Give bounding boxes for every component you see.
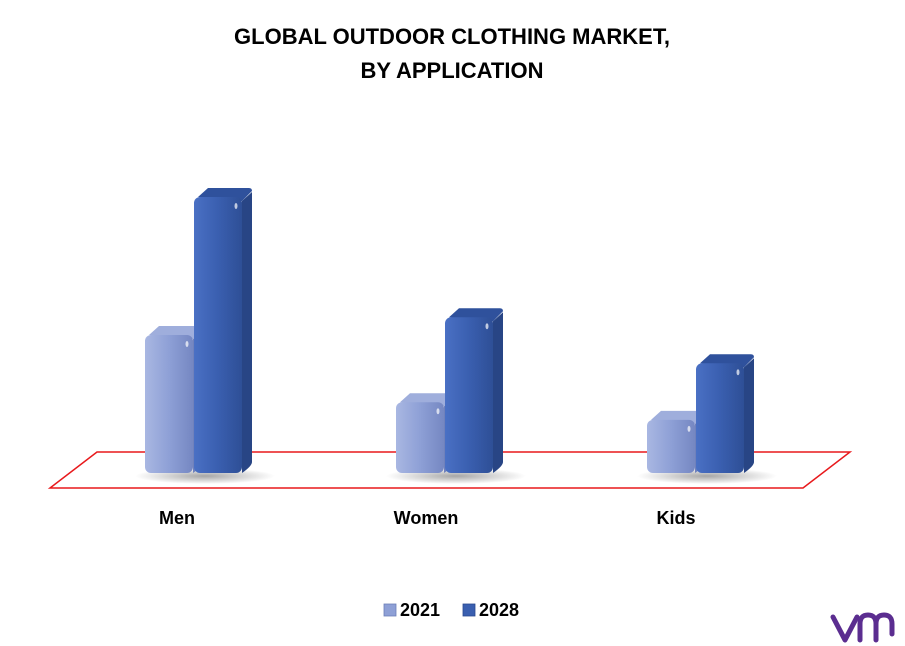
bar-kids-2028 <box>696 354 754 473</box>
chart-floor <box>47 451 853 489</box>
bar-highlight-men-2021 <box>185 341 189 347</box>
legend: 2021 2028 <box>383 600 519 620</box>
bar-highlight-kids-2028 <box>736 369 740 376</box>
bar-highlight-kids-2021 <box>687 425 691 432</box>
chart-title-line-2: BY APPLICATION <box>361 58 544 83</box>
bar-side-men-2028 <box>242 192 252 473</box>
category-label-kids: Kids <box>656 508 695 528</box>
bar-front-kids-2028 <box>696 363 744 473</box>
bar-women-2028 <box>445 308 503 473</box>
bar-front-men-2028 <box>194 197 242 473</box>
bar-side-women-2028 <box>493 312 503 473</box>
legend-label-2028: 2028 <box>479 600 519 620</box>
bars-layer <box>135 188 777 484</box>
bar-highlight-women-2021 <box>436 408 440 415</box>
bar-highlight-men-2028 <box>234 203 238 209</box>
category-label-women: Women <box>394 508 459 528</box>
vmr-logo <box>830 612 895 643</box>
legend-swatch-2021 <box>383 603 397 617</box>
chart-title-line-1: GLOBAL OUTDOOR CLOTHING MARKET, <box>234 24 670 49</box>
bar-men-2028 <box>194 188 252 473</box>
bar-side-kids-2028 <box>744 358 754 473</box>
bar-front-kids-2021 <box>647 419 695 473</box>
legend-label-2021: 2021 <box>400 600 440 620</box>
bar-front-men-2021 <box>145 335 193 473</box>
bar-front-women-2021 <box>396 402 444 473</box>
category-label-men: Men <box>159 508 195 528</box>
legend-swatch-2028 <box>462 603 476 617</box>
bar-highlight-women-2028 <box>485 323 489 330</box>
bar-front-women-2028 <box>445 317 493 473</box>
